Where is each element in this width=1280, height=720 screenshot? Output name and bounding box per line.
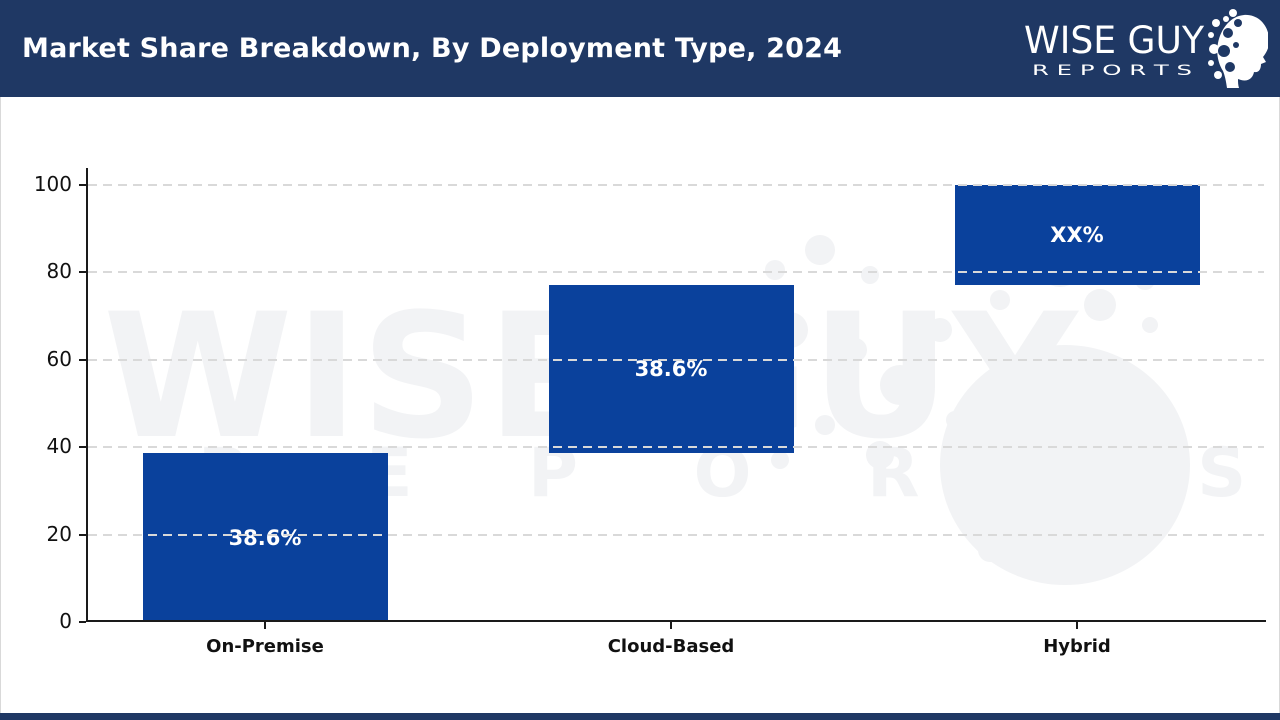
y-tick-60 [79,358,86,361]
x-category-label-2: Hybrid [1043,636,1111,657]
bar-value-label: 38.6% [634,356,708,381]
y-tick-20 [79,533,86,536]
y-tick-label-20: 20 [46,521,72,546]
head-silhouette-icon [1208,9,1270,88]
y-axis-spine [86,168,88,622]
gridline-40 [88,446,1264,449]
x-category-label-1: Cloud-Based [607,636,735,657]
y-tick-40 [79,446,86,449]
y-tick-label-60: 60 [46,346,72,371]
bar-cloud-based: 38.6% [548,284,794,454]
chart-title: Market Share Breakdown, By Deployment Ty… [22,33,843,64]
gridline-20 [88,533,1264,536]
y-tick-label-0: 0 [59,609,72,633]
y-tick-0 [79,621,86,623]
bar-value-label: XX% [1050,222,1104,247]
logo-subtext: R E P O R T S [1032,63,1192,79]
header-band: Market Share Breakdown, By Deployment Ty… [0,0,1280,97]
y-tick-label-100: 100 [33,172,72,196]
wiseguy-logo: WISE GUY R E P O R T S [1018,9,1270,89]
logo-wordmark-text: WISE GUY [1024,19,1204,62]
gridline-60 [88,358,1264,361]
x-category-label-0: On-Premise [206,636,324,657]
footer-band [0,713,1280,720]
gridline-100 [88,184,1264,186]
bar-on-premise: 38.6% [142,453,388,622]
y-tick-label-80: 80 [46,259,72,284]
y-tick-100 [79,184,86,186]
bar-value-label: 38.6% [228,525,302,550]
y-tick-80 [79,271,86,274]
wiseguy-logo-graphic: WISE GUY R E P O R T S [1024,9,1270,88]
x-tick-0 [264,622,266,629]
x-axis-spine [86,620,1266,622]
gridline-80 [88,271,1264,274]
bar-hybrid: XX% [954,185,1200,285]
y-tick-label-40: 40 [46,434,72,459]
x-tick-2 [1076,622,1078,629]
x-tick-1 [670,622,672,629]
